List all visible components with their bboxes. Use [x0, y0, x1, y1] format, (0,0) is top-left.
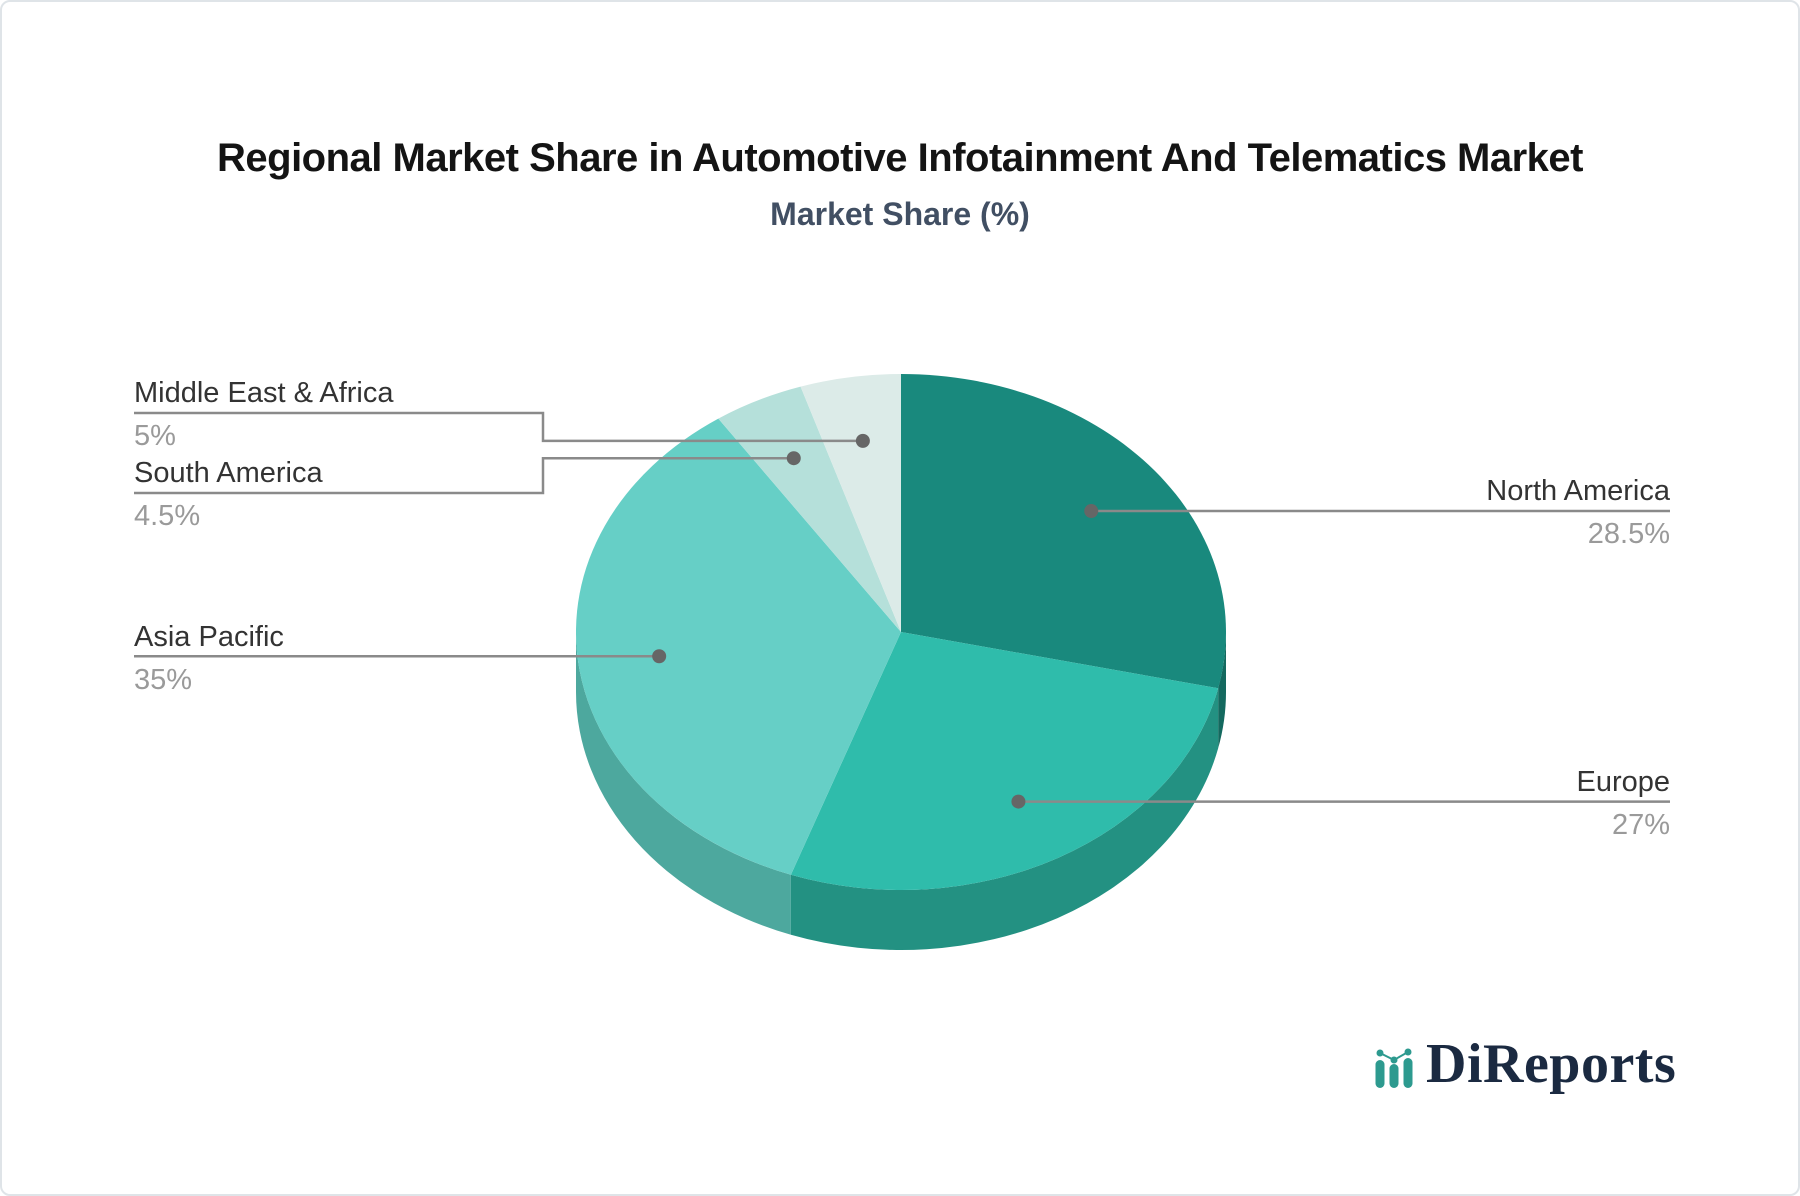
label-europe: Europe 27%: [1070, 765, 1670, 845]
leader-line-middle-east-africa: [134, 411, 863, 443]
label-north-america: North America 28.5%: [1070, 474, 1670, 554]
bar-line-chart-icon: [1375, 1048, 1413, 1088]
label-asia-pacific: Asia Pacific 35%: [134, 620, 734, 700]
direports-logo: DiReports: [1374, 1033, 1677, 1095]
segment-value: 4.5%: [134, 500, 201, 532]
leader-dot-europe: [1011, 794, 1026, 809]
segment-value: 27%: [1611, 809, 1670, 841]
pie-slice-middle-east-africa[interactable]: [800, 374, 901, 632]
pie-slice-side-europe: [790, 688, 1219, 950]
pie-slice-side-north-america: [1218, 632, 1226, 749]
segment-value: 35%: [134, 664, 193, 696]
segment-value: 5%: [134, 420, 176, 452]
label-middle-east-africa: Middle East & Africa 5%: [134, 376, 734, 456]
leader-line-south-america: [134, 456, 794, 495]
logo-text: DiReports: [1426, 1033, 1677, 1095]
segment-label: Europe: [1576, 766, 1670, 798]
segment-label: Asia Pacific: [134, 621, 284, 653]
pie-slice-asia-pacific[interactable]: [576, 418, 901, 875]
segment-label: Middle East & Africa: [134, 377, 394, 409]
leader-dot-middle-east-africa: [855, 433, 870, 448]
pie-slice-north-america[interactable]: [901, 373, 1226, 689]
segment-value: 28.5%: [1587, 518, 1670, 550]
pie-slice-side-asia-pacific: [576, 632, 791, 935]
chart-title: Regional Market Share in Automotive Info…: [217, 136, 1584, 180]
segment-label: North America: [1486, 475, 1670, 507]
leader-dot-north-america: [1084, 504, 1099, 519]
label-south-america: South America 4.5%: [134, 456, 734, 536]
leader-dot-south-america: [786, 451, 801, 466]
pie-slice-south-america[interactable]: [718, 386, 901, 632]
segment-label: South America: [134, 457, 323, 489]
leader-dot-asia-pacific: [652, 649, 667, 664]
chart-subtitle: Market Share (%): [770, 196, 1030, 232]
pie-slice-europe[interactable]: [790, 632, 1219, 890]
